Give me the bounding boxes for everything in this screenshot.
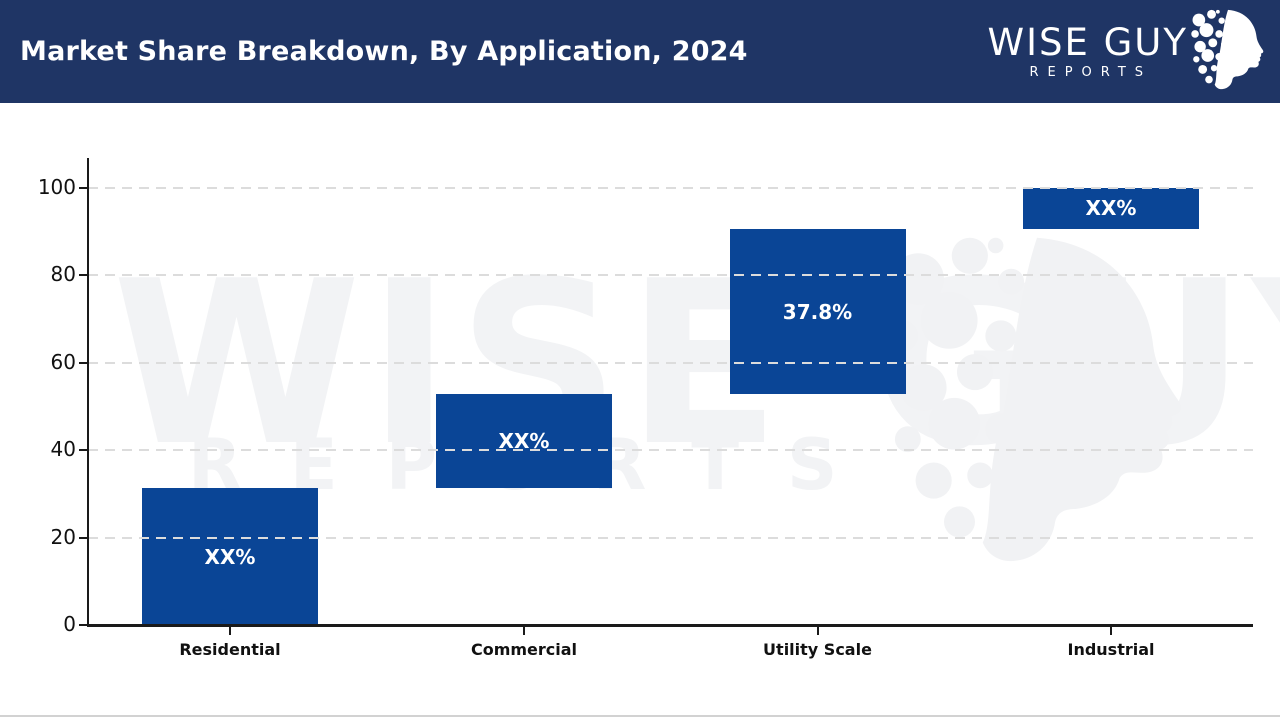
bar-value-label: XX% — [498, 429, 550, 454]
y-tick-label: 0 — [63, 612, 76, 636]
category-label-residential: Residential — [179, 640, 281, 659]
y-tick-label: 40 — [50, 437, 76, 461]
logo-reports-label: REPORTS — [1029, 64, 1153, 80]
bar-value-label: XX% — [204, 544, 256, 569]
category-label-utility-scale: Utility Scale — [763, 640, 872, 659]
y-tick-mark — [79, 361, 88, 364]
wiseguy-head-watermark-icon — [887, 237, 1182, 562]
x-axis-line — [87, 624, 1253, 627]
chart-title: Market Share Breakdown, By Application, … — [20, 36, 748, 67]
gridline — [88, 186, 1253, 189]
gridline — [88, 361, 1253, 364]
gridline — [88, 274, 1253, 276]
x-tick-mark — [816, 627, 819, 635]
category-label-industrial: Industrial — [1067, 640, 1155, 659]
x-tick-mark — [229, 627, 231, 635]
y-tick-mark — [79, 449, 88, 451]
wiseguy-logo-text: WISE GUY REPORTS — [987, 21, 1188, 80]
header-bar: Market Share Breakdown, By Application, … — [0, 0, 1280, 103]
bottom-divider — [0, 715, 1280, 717]
wiseguy-logo: WISE GUY REPORTS — [988, 6, 1266, 98]
bar-residential — [142, 488, 318, 625]
bar-commercial — [436, 394, 612, 489]
bar-industrial — [1023, 187, 1199, 230]
wiseguy-head-logo-icon — [1191, 9, 1264, 90]
logo-wise-guy-label: WISE GUY — [987, 21, 1188, 65]
gridline — [88, 449, 1253, 451]
bar-value-label: XX% — [1085, 196, 1137, 221]
y-tick-mark — [79, 274, 88, 276]
bar-value-label: 37.8% — [782, 299, 853, 324]
x-tick-mark — [1110, 627, 1112, 635]
gridline — [88, 536, 1253, 539]
y-tick-label: 100 — [37, 174, 76, 199]
y-tick-label: 20 — [50, 524, 76, 549]
bar-utility-scale — [729, 229, 906, 395]
y-axis-line — [87, 158, 89, 627]
y-tick-label: 60 — [50, 349, 76, 374]
category-label-commercial: Commercial — [470, 640, 578, 659]
y-tick-label: 80 — [50, 262, 76, 286]
y-tick-mark — [79, 536, 88, 539]
y-tick-mark — [79, 624, 88, 626]
x-tick-mark — [523, 627, 525, 635]
y-tick-mark — [79, 186, 88, 189]
